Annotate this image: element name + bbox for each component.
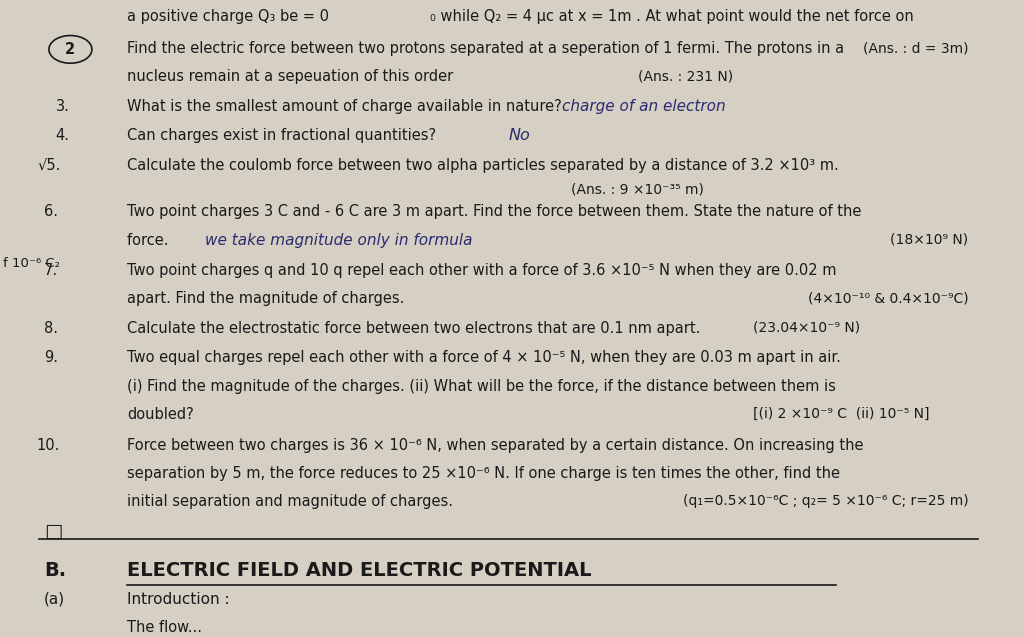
Text: 10.: 10. [36, 438, 59, 452]
Text: (q₁=0.5×10⁻⁶C ; q₂= 5 ×10⁻⁶ C; r=25 m): (q₁=0.5×10⁻⁶C ; q₂= 5 ×10⁻⁶ C; r=25 m) [683, 494, 968, 508]
Text: a positive charge Q₃ be = 0: a positive charge Q₃ be = 0 [127, 10, 329, 24]
Text: Calculate the coulomb force between two alpha particles separated by a distance : Calculate the coulomb force between two … [127, 158, 839, 173]
Text: 2: 2 [66, 42, 76, 57]
Text: (18×10⁹ N): (18×10⁹ N) [890, 233, 968, 247]
Text: (Ans. : 9 ×10⁻³⁵ m): (Ans. : 9 ×10⁻³⁵ m) [571, 183, 705, 197]
Text: (Ans. : d = 3m): (Ans. : d = 3m) [862, 41, 968, 55]
Text: 4.: 4. [55, 128, 70, 143]
Text: f 10⁻⁶ C₂: f 10⁻⁶ C₂ [3, 257, 60, 270]
Text: (i) Find the magnitude of the charges. (ii) What will be the force, if the dista: (i) Find the magnitude of the charges. (… [127, 378, 836, 394]
Text: force.: force. [127, 233, 178, 248]
Text: The flow...: The flow... [127, 620, 202, 635]
Text: Force between two charges is 36 × 10⁻⁶ N, when separated by a certain distance. : Force between two charges is 36 × 10⁻⁶ N… [127, 438, 863, 452]
Text: ₀ while Q₂ = 4 μc at x = 1m . At what point would the net force on: ₀ while Q₂ = 4 μc at x = 1m . At what po… [430, 10, 914, 24]
Text: doubled?: doubled? [127, 406, 194, 422]
Text: What is the smallest amount of charge available in nature?: What is the smallest amount of charge av… [127, 99, 571, 114]
Text: Two point charges 3 C and - 6 C are 3 m apart. Find the force between them. Stat: Two point charges 3 C and - 6 C are 3 m … [127, 204, 861, 219]
Text: nucleus remain at a sepeuation of this order: nucleus remain at a sepeuation of this o… [127, 69, 454, 84]
Text: apart. Find the magnitude of charges.: apart. Find the magnitude of charges. [127, 292, 404, 306]
Text: B.: B. [44, 561, 67, 580]
Text: 8.: 8. [44, 321, 58, 336]
Text: Calculate the electrostatic force between two electrons that are 0.1 nm apart.: Calculate the electrostatic force betwee… [127, 321, 700, 336]
Text: we take magnitude only in formula: we take magnitude only in formula [206, 233, 473, 248]
Text: initial separation and magnitude of charges.: initial separation and magnitude of char… [127, 494, 454, 509]
Text: □: □ [44, 522, 62, 541]
Text: 6.: 6. [44, 204, 58, 219]
Text: [(i) 2 ×10⁻⁹ C  (ii) 10⁻⁵ N]: [(i) 2 ×10⁻⁹ C (ii) 10⁻⁵ N] [753, 406, 929, 420]
Text: 3.: 3. [55, 99, 70, 114]
Text: No: No [509, 128, 530, 143]
Text: √5.: √5. [37, 158, 60, 173]
Text: separation by 5 m, the force reduces to 25 ×10⁻⁶ N. If one charge is ten times t: separation by 5 m, the force reduces to … [127, 466, 840, 480]
Text: Find the electric force between two protons separated at a seperation of 1 fermi: Find the electric force between two prot… [127, 41, 844, 56]
Text: (a): (a) [44, 592, 66, 606]
Text: (Ans. : 231 N): (Ans. : 231 N) [638, 69, 733, 83]
Text: Can charges exist in fractional quantities?: Can charges exist in fractional quantiti… [127, 128, 445, 143]
Text: ELECTRIC FIELD AND ELECTRIC POTENTIAL: ELECTRIC FIELD AND ELECTRIC POTENTIAL [127, 561, 592, 580]
Text: (23.04×10⁻⁹ N): (23.04×10⁻⁹ N) [754, 321, 860, 335]
Text: Two point charges q and 10 q repel each other with a force of 3.6 ×10⁻⁵ N when t: Two point charges q and 10 q repel each … [127, 263, 837, 278]
Text: 7.: 7. [44, 263, 58, 278]
Text: charge of an electron: charge of an electron [562, 99, 726, 114]
Text: 9.: 9. [44, 350, 58, 366]
Text: Two equal charges repel each other with a force of 4 × 10⁻⁵ N, when they are 0.0: Two equal charges repel each other with … [127, 350, 841, 366]
Text: (4×10⁻¹⁰ & 0.4×10⁻⁹C): (4×10⁻¹⁰ & 0.4×10⁻⁹C) [808, 292, 968, 306]
Text: Introduction :: Introduction : [127, 592, 229, 606]
